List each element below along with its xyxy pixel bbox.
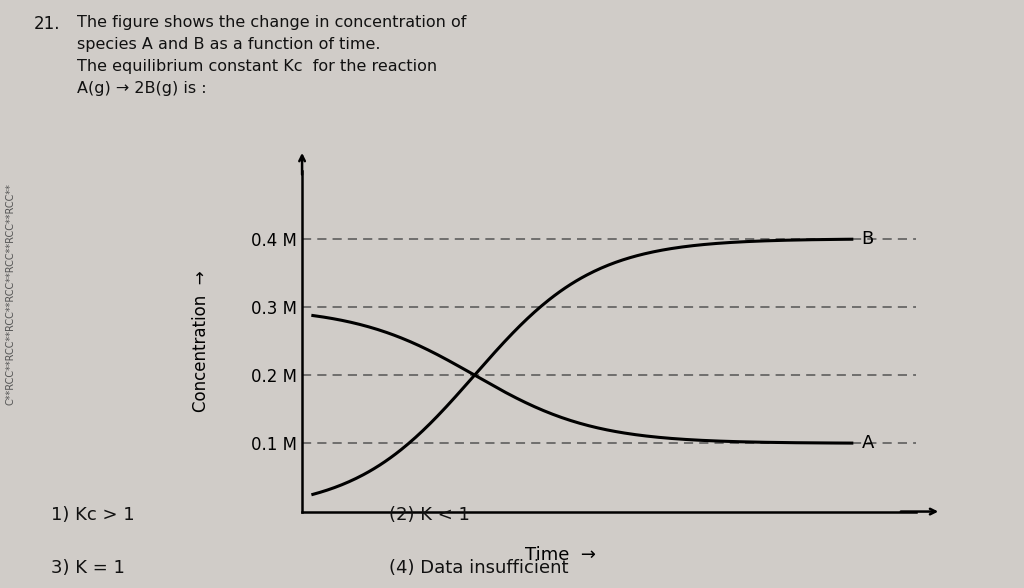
- Text: Time  →: Time →: [524, 546, 596, 564]
- Text: 3) K = 1: 3) K = 1: [51, 559, 125, 577]
- Y-axis label: Concentration  →: Concentration →: [191, 270, 210, 412]
- Text: 21.: 21.: [34, 15, 60, 33]
- Text: 1) Kᴄ > 1: 1) Kᴄ > 1: [51, 506, 135, 524]
- Text: A: A: [861, 434, 873, 452]
- Text: (2) K < 1: (2) K < 1: [389, 506, 470, 524]
- Text: C**RCC**RCC**RCC**RCC**RCC**RCC**RCC**: C**RCC**RCC**RCC**RCC**RCC**RCC**RCC**: [5, 183, 15, 405]
- Text: The figure shows the change in concentration of
species A and B as a function of: The figure shows the change in concentra…: [77, 15, 466, 96]
- Text: B: B: [861, 230, 873, 248]
- Text: (4) Data insufficient: (4) Data insufficient: [389, 559, 568, 577]
